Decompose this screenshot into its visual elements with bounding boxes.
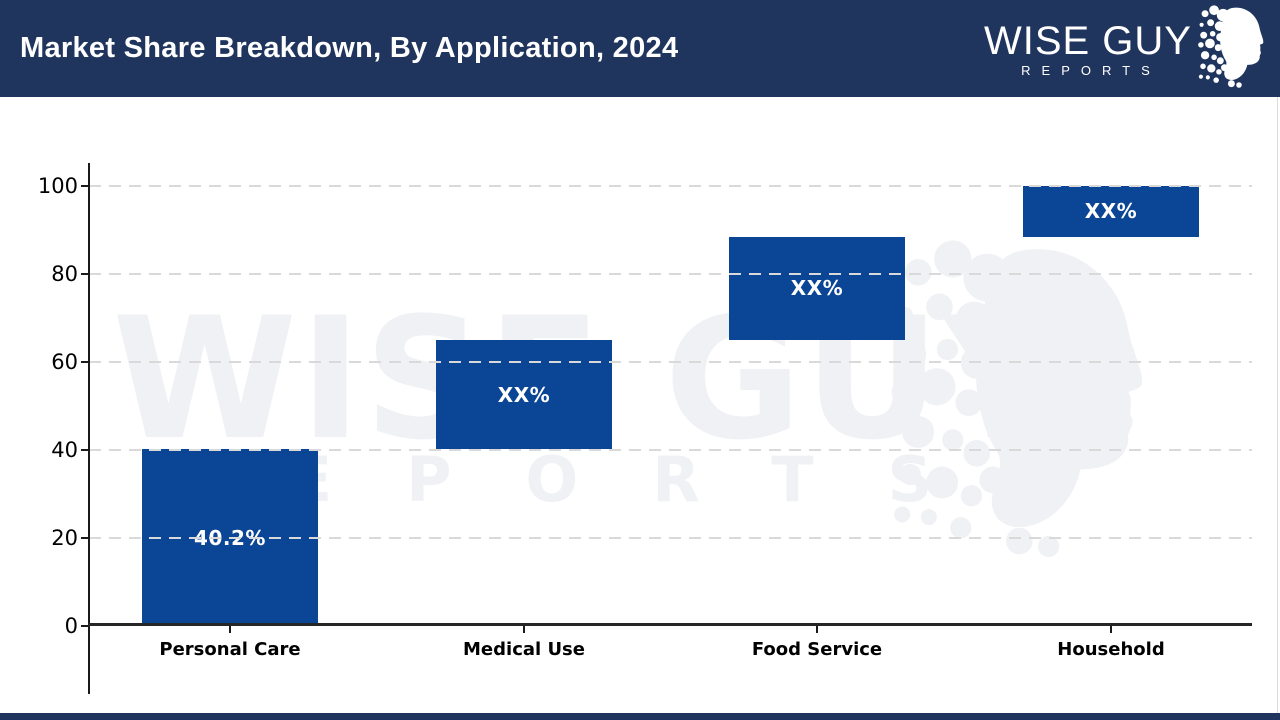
y-tick-label-0: 0 — [64, 614, 78, 638]
gridline-20 — [89, 537, 1252, 539]
logo-head-icon — [1198, 4, 1264, 88]
x-tick-mark — [523, 626, 525, 633]
y-tick-mark-20 — [81, 537, 88, 539]
wise-guy-logo: WISE GUY REPORTS — [984, 0, 1274, 97]
plot-right-edge — [1277, 97, 1278, 713]
y-tick-label-80: 80 — [51, 262, 78, 286]
y-tick-mark-100 — [81, 185, 88, 187]
gridline-40 — [89, 449, 1252, 451]
bar-household: XX% — [1023, 186, 1199, 237]
chart-area: WISE GUY REPORTS 0 20 40 60 80 100 40.2% XX% XX… — [0, 97, 1280, 713]
bar-value-label: XX% — [790, 276, 844, 301]
bar-value-label: XX% — [497, 382, 551, 407]
x-tick-label-personal-care: Personal Care — [159, 639, 301, 660]
y-tick-mark-40 — [81, 449, 88, 451]
x-tick-mark — [1110, 626, 1112, 633]
gridline-80 — [89, 273, 1252, 275]
x-axis-line — [88, 623, 1252, 626]
x-tick-label-household: Household — [1057, 639, 1165, 660]
y-tick-label-20: 20 — [51, 526, 78, 550]
y-tick-label-40: 40 — [51, 438, 78, 462]
y-tick-label-60: 60 — [51, 350, 78, 374]
y-tick-mark-60 — [81, 361, 88, 363]
logo-wordmark: WISE GUY — [983, 18, 1192, 63]
x-tick-mark — [229, 626, 231, 633]
bar-medical-use: XX% — [436, 340, 612, 450]
x-tick-label-medical-use: Medical Use — [463, 639, 585, 660]
gridline-100 — [89, 185, 1252, 187]
gridline-60 — [89, 361, 1252, 363]
bar-food-service: XX% — [729, 236, 905, 340]
y-tick-label-100: 100 — [37, 174, 78, 198]
page-title: Market Share Breakdown, By Application, … — [20, 32, 679, 64]
logo-subtitle: REPORTS — [1021, 62, 1161, 78]
x-tick-mark — [816, 626, 818, 633]
watermark-head-icon — [891, 240, 1143, 558]
header-bar: Market Share Breakdown, By Application, … — [0, 0, 1280, 97]
y-tick-mark-80 — [81, 273, 88, 275]
y-tick-mark-0 — [81, 625, 88, 627]
logo-text: WISE GUY REPORTS — [984, 21, 1192, 77]
y-axis-line — [88, 163, 90, 694]
footer-bar — [0, 713, 1280, 720]
bar-value-label: XX% — [1084, 199, 1138, 224]
x-tick-label-food-service: Food Service — [751, 639, 883, 660]
